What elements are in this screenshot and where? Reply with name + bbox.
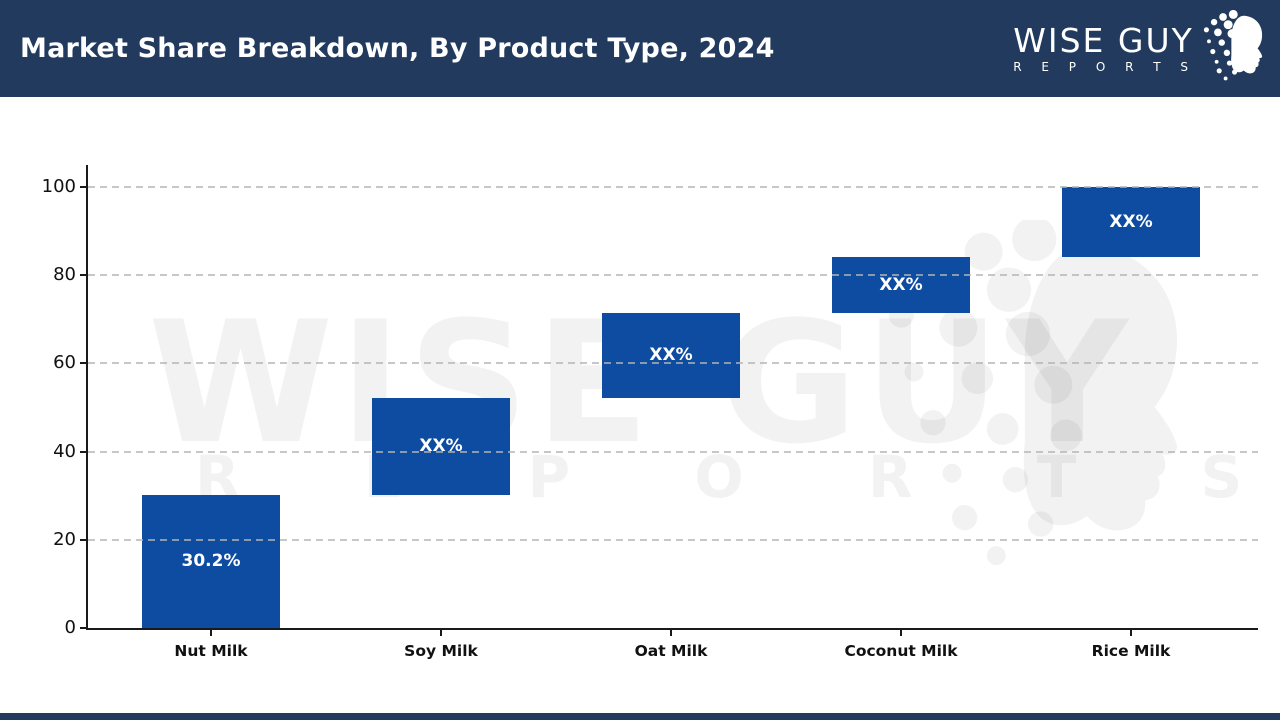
bar-oat-milk: XX% (602, 312, 740, 398)
bar-coconut-milk: XX% (832, 257, 970, 313)
y-tick-label: 80 (53, 264, 76, 286)
page-title: Market Share Breakdown, By Product Type,… (20, 33, 775, 64)
x-tick (440, 628, 442, 636)
gridline (88, 450, 1258, 453)
bar-rice-milk: XX% (1062, 187, 1200, 258)
gridline (88, 274, 1258, 277)
x-tick (1130, 628, 1132, 636)
x-tick (670, 628, 672, 636)
brand-logo: WISE GUY R E P O R T S (1013, 9, 1280, 88)
y-tick (80, 274, 88, 277)
bar-soy-milk: XX% (372, 397, 510, 495)
bar-value-label: 30.2% (181, 551, 241, 572)
watermark-face-icon (888, 220, 1178, 566)
bar-value-label: XX% (1109, 212, 1153, 233)
brand-name: WISE GUY (1013, 21, 1194, 60)
x-category-label-rice-milk: Rice Milk (1091, 642, 1171, 660)
y-tick-label: 0 (64, 617, 76, 638)
bar-nut-milk: 30.2% (142, 494, 280, 628)
x-category-label-coconut-milk: Coconut Milk (844, 642, 958, 660)
x-category-label-oat-milk: Oat Milk (634, 642, 708, 660)
bar-value-label: XX% (879, 274, 923, 295)
gridline (88, 186, 1258, 189)
plot-area: 30.2% XX% XX% XX% XX% 0 20 40 60 80 100 Nut Milk Soy… (0, 97, 1280, 713)
x-category-label-nut-milk: Nut Milk (174, 642, 248, 660)
y-tick-label: 40 (53, 440, 76, 462)
footer-brand-strip (0, 713, 1280, 720)
gridline (88, 538, 1258, 541)
brand-logo-text: WISE GUY R E P O R T S (1013, 24, 1196, 73)
y-tick-label: 100 (41, 176, 76, 198)
gridline (88, 362, 1258, 365)
y-tick (80, 627, 88, 629)
y-tick (80, 186, 88, 189)
x-axis-line (86, 628, 1258, 630)
logo-face-icon (1203, 9, 1263, 80)
y-tick-label: 60 (53, 352, 76, 374)
x-category-label-soy-milk: Soy Milk (404, 642, 478, 660)
y-axis-line (86, 165, 88, 630)
bar-value-label: XX% (649, 345, 693, 366)
brand-subtitle: R E P O R T S (1013, 60, 1196, 74)
x-tick (210, 628, 212, 636)
watermark-brand-subtext: R E P O R T S (195, 443, 1280, 511)
header-banner: Market Share Breakdown, By Product Type,… (0, 0, 1280, 97)
y-tick-label: 20 (53, 528, 76, 550)
y-tick (80, 362, 88, 365)
y-tick (80, 450, 88, 453)
bar-value-label: XX% (419, 436, 463, 457)
y-tick (80, 538, 88, 541)
x-tick (900, 628, 902, 636)
